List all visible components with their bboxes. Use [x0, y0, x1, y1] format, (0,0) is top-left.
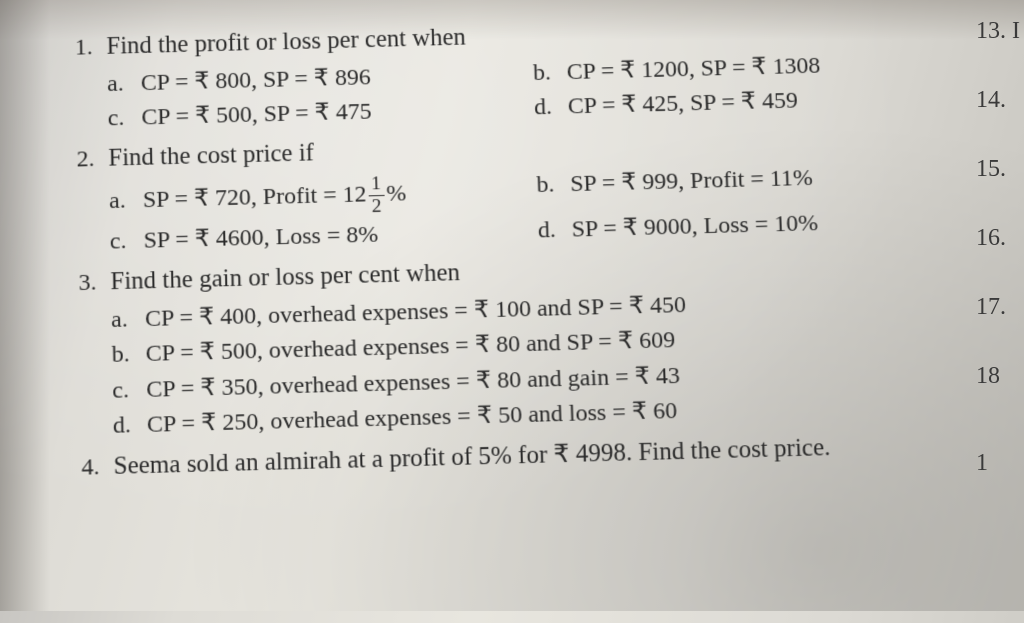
- margin-number: 16.: [976, 225, 1020, 252]
- sub-label: d.: [113, 412, 148, 440]
- margin-number: 13. I: [976, 18, 1020, 45]
- sub-text-prefix: SP = ₹ 720, Profit = 12: [143, 181, 367, 212]
- sub-c: c. SP = ₹ 4600, Loss = 8%: [110, 216, 539, 258]
- question-number: 1.: [65, 34, 107, 61]
- question-text: Find the gain or loss per cent when: [110, 257, 460, 300]
- question-text: Find the profit or loss per cent when: [106, 21, 466, 63]
- sub-label: c.: [108, 105, 142, 132]
- margin-number: 1: [976, 450, 1020, 477]
- question-text: Find the cost price if: [108, 137, 314, 176]
- sub-label: b.: [533, 59, 567, 86]
- sub-a: a. SP = ₹ 720, Profit = 1212%: [109, 170, 538, 223]
- margin-number: 18: [976, 363, 1020, 390]
- sub-label: b.: [536, 171, 571, 198]
- sub-text: CP = ₹ 500, SP = ₹ 475: [141, 97, 372, 134]
- sub-text: SP = ₹ 9000, Loss = 10%: [571, 209, 818, 246]
- question-number: 3.: [68, 270, 110, 298]
- sub-text: SP = ₹ 4600, Loss = 8%: [143, 220, 378, 257]
- margin-number: 14.: [976, 87, 1020, 114]
- sub-b: b. SP = ₹ 999, Profit = 11%: [536, 158, 1007, 212]
- sub-text: SP = ₹ 999, Profit = 11%: [570, 163, 813, 200]
- sub-d: d. CP = ₹ 425, SP = ₹ 459: [534, 81, 1003, 124]
- fraction: 12: [368, 174, 385, 216]
- fraction-den: 2: [369, 196, 385, 217]
- sub-label: c.: [110, 228, 144, 256]
- textbook-page: 1. Find the profit or loss per cent when…: [0, 0, 1024, 623]
- sub-c: c. CP = ₹ 500, SP = ₹ 475: [107, 93, 534, 135]
- sub-text-suffix: %: [386, 180, 407, 206]
- sub-label: c.: [112, 376, 146, 404]
- margin-number: 15.: [976, 156, 1020, 183]
- sub-d: d. SP = ₹ 9000, Loss = 10%: [537, 204, 1008, 247]
- question-number: 2.: [66, 146, 108, 174]
- sub-label: d.: [538, 217, 573, 245]
- margin-number: 17.: [976, 294, 1020, 321]
- fraction-num: 1: [368, 174, 384, 196]
- sub-label: a.: [109, 187, 143, 215]
- question-number: 4.: [71, 454, 114, 482]
- sub-label: a.: [107, 70, 141, 97]
- sub-label: a.: [111, 306, 145, 334]
- margin-numbers: 13. I 14. 15. 16. 17. 18 1: [976, 18, 1020, 519]
- question-3-subs: a. CP = ₹ 400, overhead expenses = ₹ 100…: [111, 282, 1017, 442]
- sub-text: CP = ₹ 800, SP = ₹ 896: [141, 62, 371, 98]
- sub-label: d.: [534, 94, 569, 121]
- sub-text: SP = ₹ 720, Profit = 1212%: [143, 174, 407, 223]
- question-2-subs: a. SP = ₹ 720, Profit = 1212% b. SP = ₹ …: [109, 158, 1008, 258]
- sub-text: CP = ₹ 425, SP = ₹ 459: [567, 86, 798, 123]
- sub-text: CP = ₹ 1200, SP = ₹ 1308: [566, 51, 820, 88]
- sub-label: b.: [111, 341, 145, 369]
